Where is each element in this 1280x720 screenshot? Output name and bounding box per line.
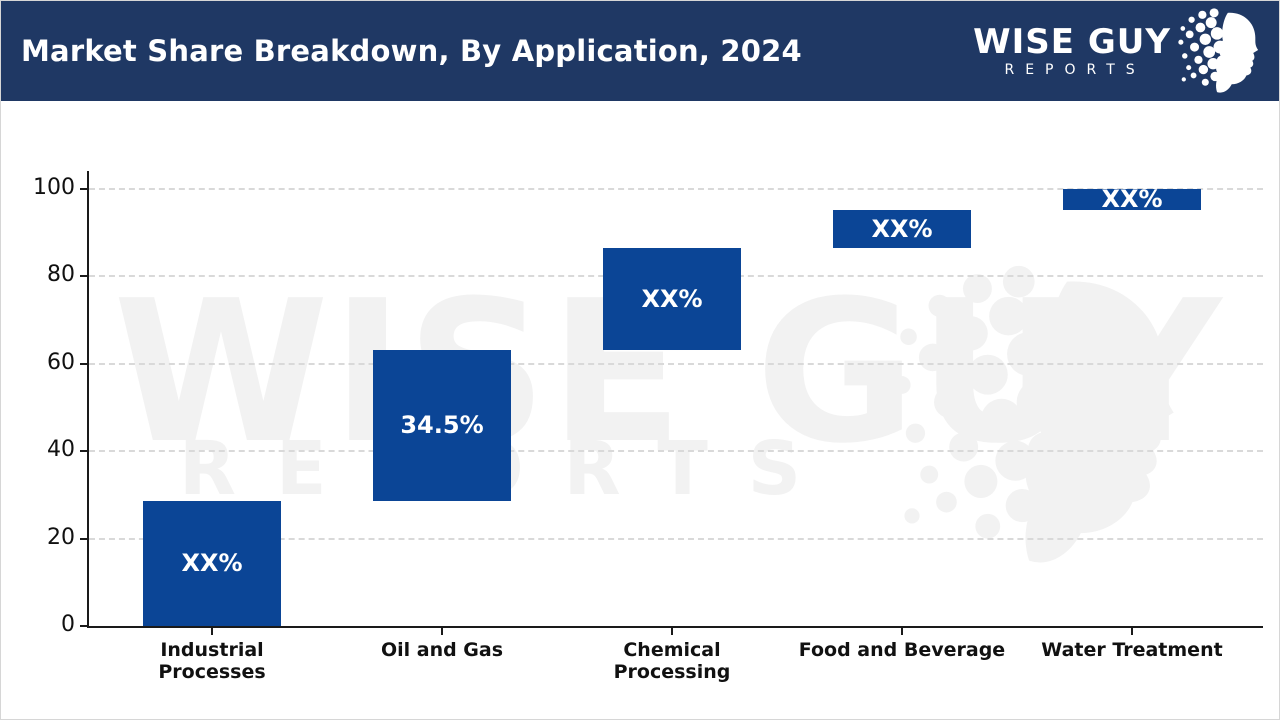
logo-subtext: REPORTS xyxy=(1004,62,1146,78)
y-tick-mark-80 xyxy=(80,275,89,277)
bar-value-label-5: XX% xyxy=(1101,185,1163,214)
gridline-20 xyxy=(89,537,1263,540)
bar-value-label-4: XX% xyxy=(871,214,933,243)
bar-value-label-1: XX% xyxy=(181,549,243,578)
gridline-60 xyxy=(89,362,1263,365)
y-tick-label-40: 40 xyxy=(47,437,75,462)
x-axis-line xyxy=(89,626,1263,628)
logo-text: WISE GUY REPORTS xyxy=(973,25,1171,77)
x-tick-mark-1 xyxy=(211,626,213,635)
y-tick-mark-60 xyxy=(80,362,89,365)
bar-1: XX% xyxy=(143,500,281,626)
x-tick-mark-3 xyxy=(671,626,673,635)
bar-value-label-2: 34.5% xyxy=(400,411,484,440)
x-category-label-3: Chemical Processing xyxy=(613,639,731,683)
y-tick-label-60: 60 xyxy=(47,349,75,375)
x-tick-mark-5 xyxy=(1131,626,1133,635)
y-tick-mark-100 xyxy=(80,187,89,190)
y-tick-mark-20 xyxy=(80,537,89,540)
y-tick-label-0: 0 xyxy=(61,612,75,637)
bar-3: XX% xyxy=(603,248,741,350)
logo-wordmark: WISE GUY xyxy=(973,22,1171,62)
bar-value-label-3: XX% xyxy=(641,284,703,313)
x-category-label-5: Water Treatment xyxy=(1041,639,1223,661)
gridline-40 xyxy=(89,450,1263,452)
x-category-label-2: Oil and Gas xyxy=(380,639,504,661)
bar-4: XX% xyxy=(833,209,971,248)
y-tick-label-20: 20 xyxy=(47,524,75,550)
y-axis-line xyxy=(87,171,89,628)
watermark-head-icon xyxy=(892,265,1174,563)
gridline-100 xyxy=(89,187,1263,190)
header: Market Share Breakdown, By Application, … xyxy=(1,1,1279,101)
x-tick-mark-2 xyxy=(441,626,443,635)
logo-head-icon xyxy=(1178,8,1259,93)
y-tick-mark-40 xyxy=(80,450,89,452)
wiseguy-logo: WISE GUY REPORTS xyxy=(973,7,1263,95)
y-tick-mark-0 xyxy=(80,625,89,627)
x-category-label-4: Food and Beverage xyxy=(798,639,1006,661)
bar-5: XX% xyxy=(1063,185,1201,213)
x-category-label-1: Industrial Processes xyxy=(158,639,266,683)
page-title: Market Share Breakdown, By Application, … xyxy=(21,34,802,68)
y-tick-label-80: 80 xyxy=(47,262,75,287)
y-tick-label-100: 100 xyxy=(33,174,75,200)
bar-2: 34.5% xyxy=(373,349,511,501)
x-tick-mark-4 xyxy=(901,626,903,635)
